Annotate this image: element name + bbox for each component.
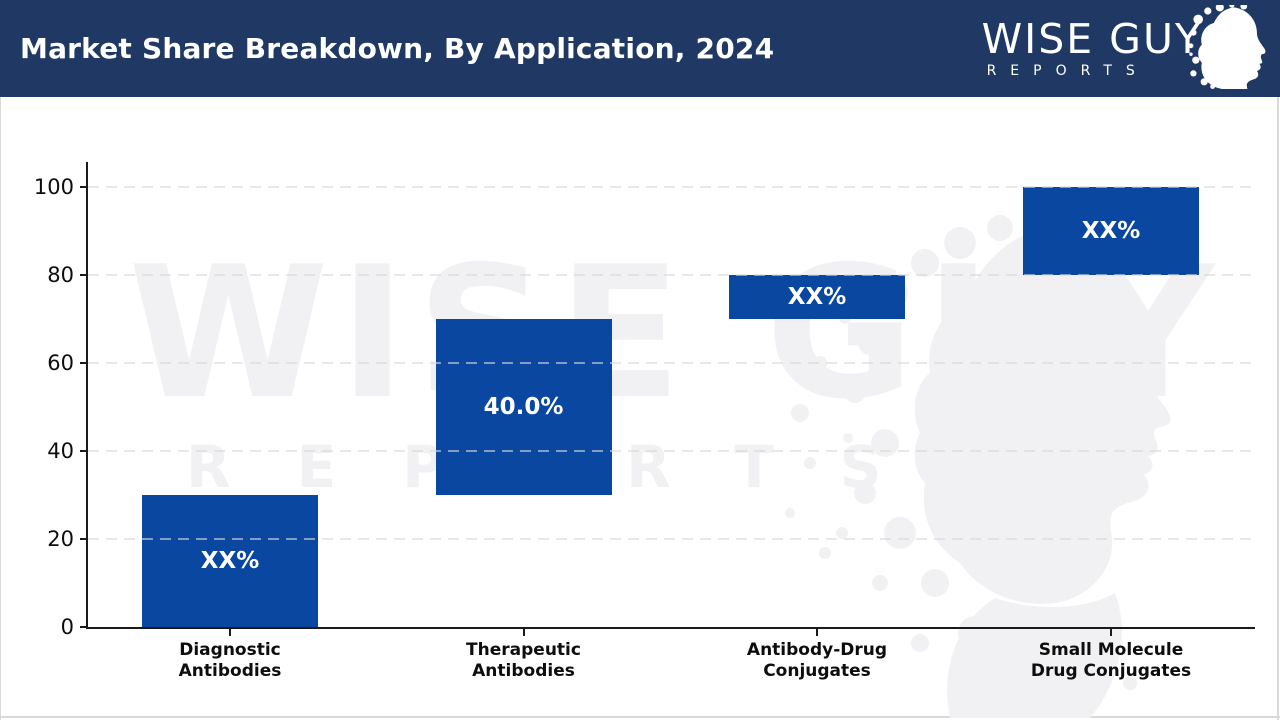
x-category-label-line: Diagnostic — [179, 640, 281, 660]
bar-value-label: 40.0% — [483, 394, 564, 420]
frame-border-bottom — [0, 716, 1280, 718]
bar-small-molecule-drug-conjugates: XX% — [1023, 187, 1199, 275]
bar-value-label: XX% — [200, 548, 260, 574]
y-tick-mark — [80, 538, 88, 540]
x-tick-mark — [816, 627, 818, 636]
grid-line-y100 — [88, 186, 1255, 188]
page-title: Market Share Breakdown, By Application, … — [20, 32, 775, 65]
bar-antibody-drug-conjugates: XX% — [729, 275, 905, 319]
y-tick-mark — [80, 362, 88, 364]
x-category-label-line: Conjugates — [763, 661, 871, 682]
x-category-label: Diagnostic Antibodies — [100, 640, 360, 683]
frame-border-right — [1277, 97, 1279, 720]
logo-wordmark-line2: REPORTS — [986, 63, 1149, 79]
y-tick-mark — [80, 274, 88, 276]
y-tick-label: 100 — [33, 175, 74, 199]
bar-therapeutic-antibodies: 40.0% — [435, 319, 612, 495]
x-category-label-line: Small Molecule — [1038, 640, 1184, 660]
x-tick-mark — [229, 627, 231, 636]
y-tick-label: 80 — [47, 263, 74, 287]
grid-line-y80 — [88, 274, 1255, 276]
logo-wordmark-line1: WISE GUY — [981, 15, 1202, 63]
y-tick-label: 0 — [60, 615, 74, 639]
x-category-label: Antibody-Drug Conjugates — [687, 640, 947, 683]
x-axis-spine — [86, 627, 1255, 629]
y-tick-label: 20 — [47, 527, 74, 551]
frame-border-left — [0, 97, 1, 720]
wise-guy-reports-logo: WISE GUY REPORTS — [981, 1, 1266, 93]
x-tick-mark — [522, 627, 525, 636]
bar-value-label: XX% — [1081, 218, 1141, 244]
logo-wordmark: WISE GUY REPORTS — [981, 15, 1202, 79]
grid-line-y20 — [88, 538, 1255, 540]
x-category-label: Small Molecule Drug Conjugates — [981, 640, 1241, 683]
logo-head-icon — [1188, 1, 1266, 93]
x-category-label-line: Therapeutic — [466, 640, 581, 660]
grid-line-y40 — [88, 450, 1255, 452]
x-category-label-line: Antibodies — [178, 661, 282, 682]
y-tick-label: 60 — [47, 351, 74, 375]
bar-diagnostic-antibodies: XX% — [142, 495, 318, 627]
x-category-label-line: Drug Conjugates — [1030, 661, 1192, 682]
header-bar: Market Share Breakdown, By Application, … — [0, 0, 1280, 97]
grid-line-y60 — [88, 362, 1255, 364]
x-category-label-line: Antibody-Drug — [746, 640, 888, 660]
x-category-label: Therapeutic Antibodies — [394, 640, 654, 683]
y-tick-mark — [80, 450, 88, 452]
y-axis-spine — [86, 162, 88, 629]
bar-value-label: XX% — [787, 284, 847, 310]
y-tick-label: 40 — [47, 439, 74, 463]
y-tick-mark — [80, 626, 88, 628]
y-tick-mark — [80, 186, 88, 188]
x-category-label-line: Antibodies — [472, 661, 575, 682]
